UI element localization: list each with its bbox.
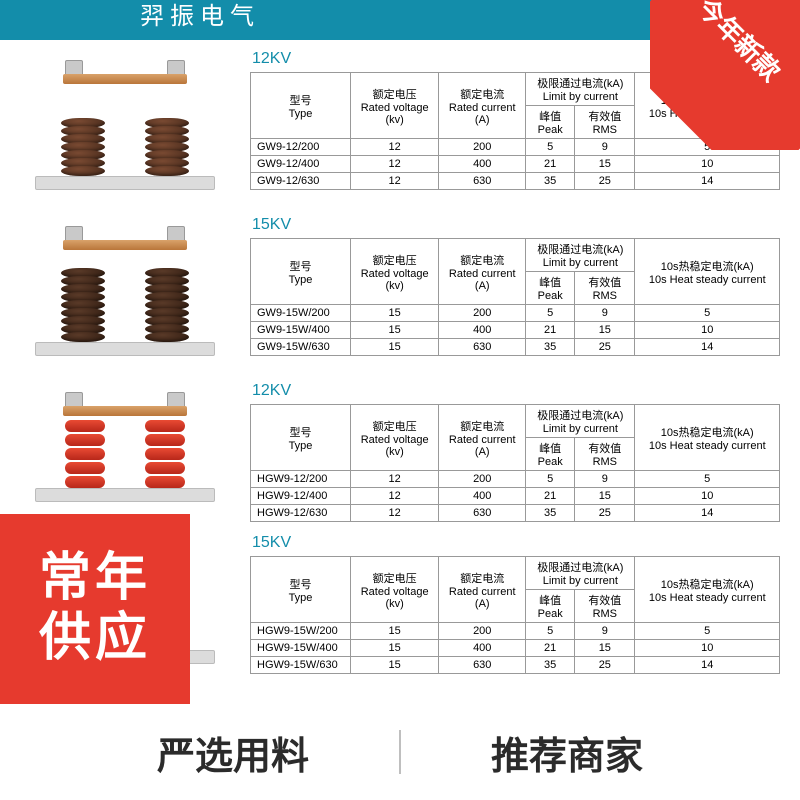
promo-quality-label: 严选用料: [157, 725, 309, 780]
section-row: 15KV 型号Type 额定电压Rated voltage(kv) 额定电流Ra…: [0, 214, 800, 370]
divider: [399, 730, 401, 774]
section-row: 12KV 型号Type 额定电压Rated voltage(kv) 额定电流Ra…: [0, 48, 800, 204]
kv-label: 12KV: [252, 50, 780, 68]
spec-table-container: 15KV 型号Type 额定电压Rated voltage(kv) 额定电流Ra…: [250, 214, 800, 356]
spec-table: 型号Type 额定电压Rated voltage(kv) 额定电流Rated c…: [250, 404, 780, 522]
table-row: HGW9-12/40012400211510: [251, 488, 780, 505]
table-row: GW9-12/40012400211510: [251, 156, 780, 173]
table-row: GW9-12/63012630352514: [251, 173, 780, 190]
table-row: HGW9-15W/40015400211510: [251, 640, 780, 657]
product-image: [0, 48, 250, 204]
kv-label: 15KV: [252, 216, 780, 234]
isolator-illustration: [25, 222, 225, 362]
brand-title-en: ISOLA: [673, 4, 750, 38]
table-row: HGW9-15W/63015630352514: [251, 657, 780, 674]
table-row: HGW9-15W/20015200595: [251, 623, 780, 640]
spec-table-container: 12KV 型号Type 额定电压Rated voltage(kv) 额定电流Ra…: [250, 380, 800, 522]
section-row: 12KV 型号Type 额定电压Rated voltage(kv) 额定电流Ra…: [0, 380, 800, 522]
kv-label: 12KV: [252, 382, 780, 400]
bottom-promo-strip: 严选用料 推荐商家: [0, 704, 800, 800]
isolator-illustration: [25, 388, 225, 508]
spec-table-container: 15KV 型号Type 额定电压Rated voltage(kv) 额定电流Ra…: [250, 532, 800, 674]
table-row: HGW9-12/63012630352514: [251, 505, 780, 522]
table-row: GW9-15W/40015400211510: [251, 322, 780, 339]
table-row: GW9-15W/20015200595: [251, 305, 780, 322]
product-catalog-page: 羿振电气 ISOLA 12KV 型号Type 额定电压Rated: [0, 0, 800, 800]
spec-table-container: 12KV 型号Type 额定电压Rated voltage(kv) 额定电流Ra…: [250, 48, 800, 190]
badge-long-term-supply: 常年 供应: [0, 514, 190, 704]
badge-bl-line2: 供应: [39, 609, 151, 667]
kv-label: 15KV: [252, 534, 780, 552]
isolator-illustration: [25, 56, 225, 196]
table-row: HGW9-12/20012200595: [251, 471, 780, 488]
table-row: GW9-15W/63015630352514: [251, 339, 780, 356]
spec-table: 型号Type 额定电压Rated voltage(kv) 额定电流Rated c…: [250, 72, 780, 190]
promo-recommended-label: 推荐商家: [491, 725, 643, 780]
brand-title-cn: 羿振电气: [140, 3, 260, 30]
badge-bl-line1: 常年: [39, 549, 151, 607]
spec-table: 型号Type 额定电压Rated voltage(kv) 额定电流Rated c…: [250, 556, 780, 674]
product-image: [0, 380, 250, 516]
page-header: 羿振电气 ISOLA: [0, 0, 800, 40]
table-row: GW9-12/20012200595: [251, 139, 780, 156]
spec-table: 型号Type 额定电压Rated voltage(kv) 额定电流Rated c…: [250, 238, 780, 356]
product-image: [0, 214, 250, 370]
